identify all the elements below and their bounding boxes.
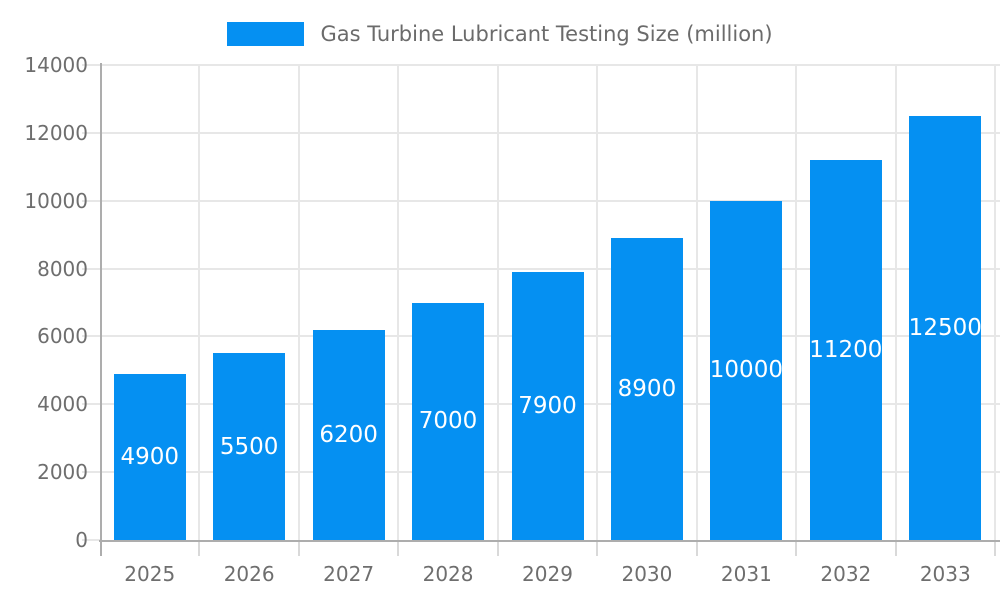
bar-value-label: 8900 [617,376,677,403]
bar[interactable] [213,353,286,540]
bar-value-label: 4900 [120,443,179,470]
y-tick-label: 2000 [37,460,88,485]
legend-swatch-icon [227,22,305,46]
x-gridline [894,65,897,540]
bar[interactable] [113,373,186,540]
bar-value-label: 7900 [518,392,577,419]
x-gridline [297,65,300,540]
y-tick [82,539,100,541]
x-tick [297,540,300,556]
x-tick-label: 2029 [522,562,573,586]
x-tick-label: 2030 [621,562,673,586]
x-gridline [994,65,996,540]
x-tick-label: 2032 [820,562,872,586]
x-tick [496,540,499,556]
x-gridline [198,65,201,540]
x-tick [695,540,698,556]
x-tick [198,540,201,556]
bar[interactable] [710,200,783,540]
y-gridline [82,267,1000,270]
x-gridline [695,65,698,540]
x-tick-label: 2028 [422,562,474,586]
x-tick [596,540,599,556]
y-gridline [82,64,1000,66]
bar-value-label: 10000 [709,357,783,384]
y-tick-label: 14000 [24,53,88,77]
y-gridline [82,199,1000,202]
x-tick-label: 2031 [720,562,772,586]
x-tick-label: 2027 [323,562,375,586]
bar-value-label: 12500 [908,314,982,341]
bar-value-label: 5500 [219,433,279,460]
bar[interactable] [511,271,584,540]
x-gridline [496,65,499,540]
x-tick [994,540,996,556]
bar[interactable] [312,329,385,540]
y-tick-label: 6000 [37,324,88,349]
bar[interactable] [610,238,683,540]
y-gridline [82,131,1000,134]
y-tick-label: 4000 [37,392,88,417]
bar[interactable] [809,160,882,540]
bar-value-label: 6200 [319,421,378,448]
y-tick-label: 8000 [37,256,88,281]
y-axis-line [100,63,102,556]
y-tick-label: 12000 [24,120,88,145]
legend[interactable]: Gas Turbine Lubricant Testing Size (mill… [0,20,1000,48]
x-tick [795,540,798,556]
x-tick-label: 2026 [223,562,275,586]
x-axis-line [99,540,1000,542]
x-gridline [795,65,798,540]
legend-label: Gas Turbine Lubricant Testing Size (mill… [320,22,773,46]
y-tick-label: 10000 [24,188,88,213]
x-gridline [596,65,599,540]
bar[interactable] [412,302,485,540]
x-gridline [397,65,400,540]
bar-value-label: 11200 [809,337,883,363]
y-tick-label: 0 [75,528,88,552]
x-tick [397,540,400,556]
x-tick-label: 2033 [919,562,971,586]
x-tick-label: 2025 [124,562,176,586]
x-tick [894,540,897,556]
bar[interactable] [909,115,982,540]
bar-value-label: 7000 [418,408,478,435]
